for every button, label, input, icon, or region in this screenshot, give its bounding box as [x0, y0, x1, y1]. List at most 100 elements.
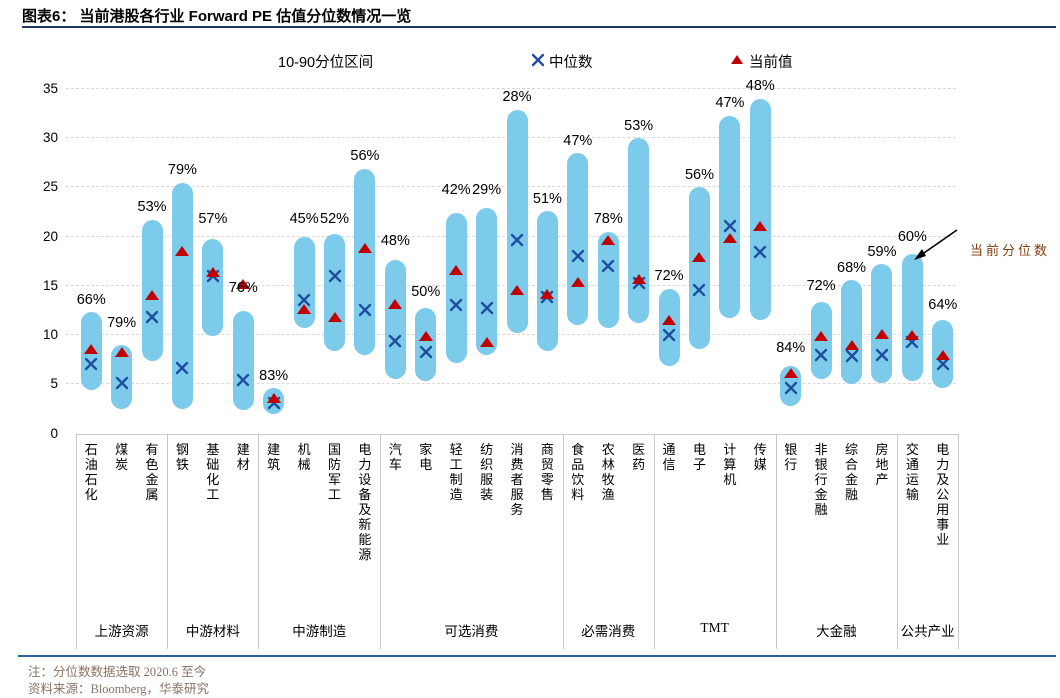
legend-band-label: 10-90分位区间	[278, 55, 374, 71]
current-marker	[479, 336, 494, 347]
industry-group-label: 上游资源	[94, 624, 149, 639]
current-marker	[357, 243, 372, 254]
median-marker	[84, 357, 98, 371]
percentile-label: 53%	[137, 199, 167, 216]
legend-current-triangle-icon	[731, 55, 743, 64]
percentile-band	[445, 213, 467, 363]
median-marker	[845, 349, 859, 363]
x-axis-industry-label: 通 信	[662, 442, 676, 472]
current-marker	[510, 284, 524, 295]
gridline	[66, 383, 956, 385]
x-axis-industry-label: 电 子	[692, 442, 706, 472]
median-marker	[358, 303, 372, 317]
industry-group-label: 大金融	[816, 624, 857, 639]
current-marker	[327, 312, 342, 323]
percentile-band	[567, 152, 589, 326]
x-axis-industry-label: 房 地 产	[875, 442, 889, 487]
industry-group-box	[76, 433, 168, 649]
current-marker	[145, 289, 160, 300]
current-marker	[905, 330, 920, 341]
percentile-label: 47%	[563, 132, 593, 149]
y-axis-tick-label: 10	[42, 327, 58, 343]
current-marker	[631, 273, 646, 284]
current-marker	[540, 288, 555, 299]
median-marker	[236, 373, 250, 387]
x-axis-industry-label: 传 媒	[753, 442, 767, 472]
annotation-label: 当前分位数	[970, 243, 1051, 258]
median-marker	[571, 249, 585, 263]
percentile-label: 79%	[107, 315, 137, 332]
current-marker	[601, 234, 616, 245]
median-marker	[510, 233, 524, 247]
percentile-label: 48%	[745, 78, 775, 95]
median-marker	[145, 310, 159, 324]
percentile-label: 28%	[502, 89, 532, 106]
x-axis-industry-label: 家 电	[419, 442, 433, 472]
percentile-label: 52%	[320, 210, 350, 227]
percentile-label: 79%	[167, 162, 197, 179]
percentile-label: 42%	[441, 182, 471, 199]
industry-group-label: 可选消费	[444, 624, 499, 639]
percentile-band	[202, 238, 224, 337]
footer-separator	[18, 655, 1056, 657]
industry-group-label: 必需消费	[581, 624, 636, 639]
gridline	[66, 334, 956, 336]
current-marker	[205, 267, 220, 278]
current-marker	[570, 276, 585, 287]
median-marker	[419, 345, 433, 359]
x-axis-industry-label: 国 防 军 工	[328, 442, 342, 502]
percentile-band	[324, 233, 346, 351]
percentile-band	[841, 279, 863, 385]
x-axis-industry-label: 钢 铁	[175, 442, 189, 472]
percentile-band	[111, 344, 133, 409]
median-marker	[601, 259, 615, 273]
median-marker	[388, 334, 402, 348]
x-axis-industry-label: 银 行	[784, 442, 798, 472]
current-marker	[662, 315, 677, 326]
percentile-label: 51%	[532, 190, 562, 207]
current-marker	[692, 252, 707, 263]
x-axis-industry-label: 计 算 机	[723, 442, 737, 487]
y-axis-tick-label: 20	[42, 228, 58, 244]
median-marker	[753, 245, 767, 259]
y-axis-tick-label: 15	[42, 277, 58, 293]
median-marker	[449, 298, 463, 312]
current-marker	[297, 304, 312, 315]
y-axis-tick-label: 30	[42, 130, 58, 146]
current-marker	[814, 331, 829, 342]
industry-group-label: 中游制造	[292, 624, 347, 639]
x-axis-industry-label: 石 油 石 化	[84, 442, 98, 502]
percentile-band	[171, 182, 193, 409]
current-marker	[236, 278, 251, 289]
percentile-band	[506, 109, 528, 334]
x-axis-industry-label: 非 银 行 金 融	[814, 442, 828, 517]
current-marker	[114, 346, 129, 357]
industry-group-box	[380, 433, 563, 649]
percentile-band	[384, 260, 406, 380]
percentile-label: 45%	[289, 210, 319, 227]
x-axis-industry-label: 汽 车	[388, 442, 402, 472]
legend-median-label: 中位数	[549, 55, 593, 71]
percentile-label: 59%	[867, 243, 897, 260]
annotation-arrow	[905, 222, 967, 268]
percentile-band	[719, 115, 741, 319]
percentile-label: 68%	[837, 259, 867, 276]
percentile-band	[536, 211, 558, 351]
percentile-label: 56%	[684, 166, 714, 183]
percentile-band	[597, 231, 619, 329]
percentile-label: 72%	[806, 277, 836, 294]
y-axis-tick-label: 0	[50, 425, 58, 441]
x-axis-industry-label: 商 贸 零 售	[540, 442, 554, 502]
percentile-label: 76%	[228, 279, 258, 296]
percentile-label: 57%	[198, 210, 228, 227]
x-axis-industry-label: 消 费 者 服 务	[510, 442, 524, 517]
y-axis-tick-label: 35	[42, 81, 58, 96]
x-axis-industry-label: 交 通 运 输	[905, 442, 919, 502]
percentile-band	[688, 187, 710, 349]
industry-group-box	[167, 433, 259, 649]
percentile-label: 66%	[76, 292, 106, 308]
industry-group-label: 中游材料	[185, 624, 240, 639]
percentile-label: 48%	[380, 233, 410, 250]
median-marker	[936, 357, 950, 371]
